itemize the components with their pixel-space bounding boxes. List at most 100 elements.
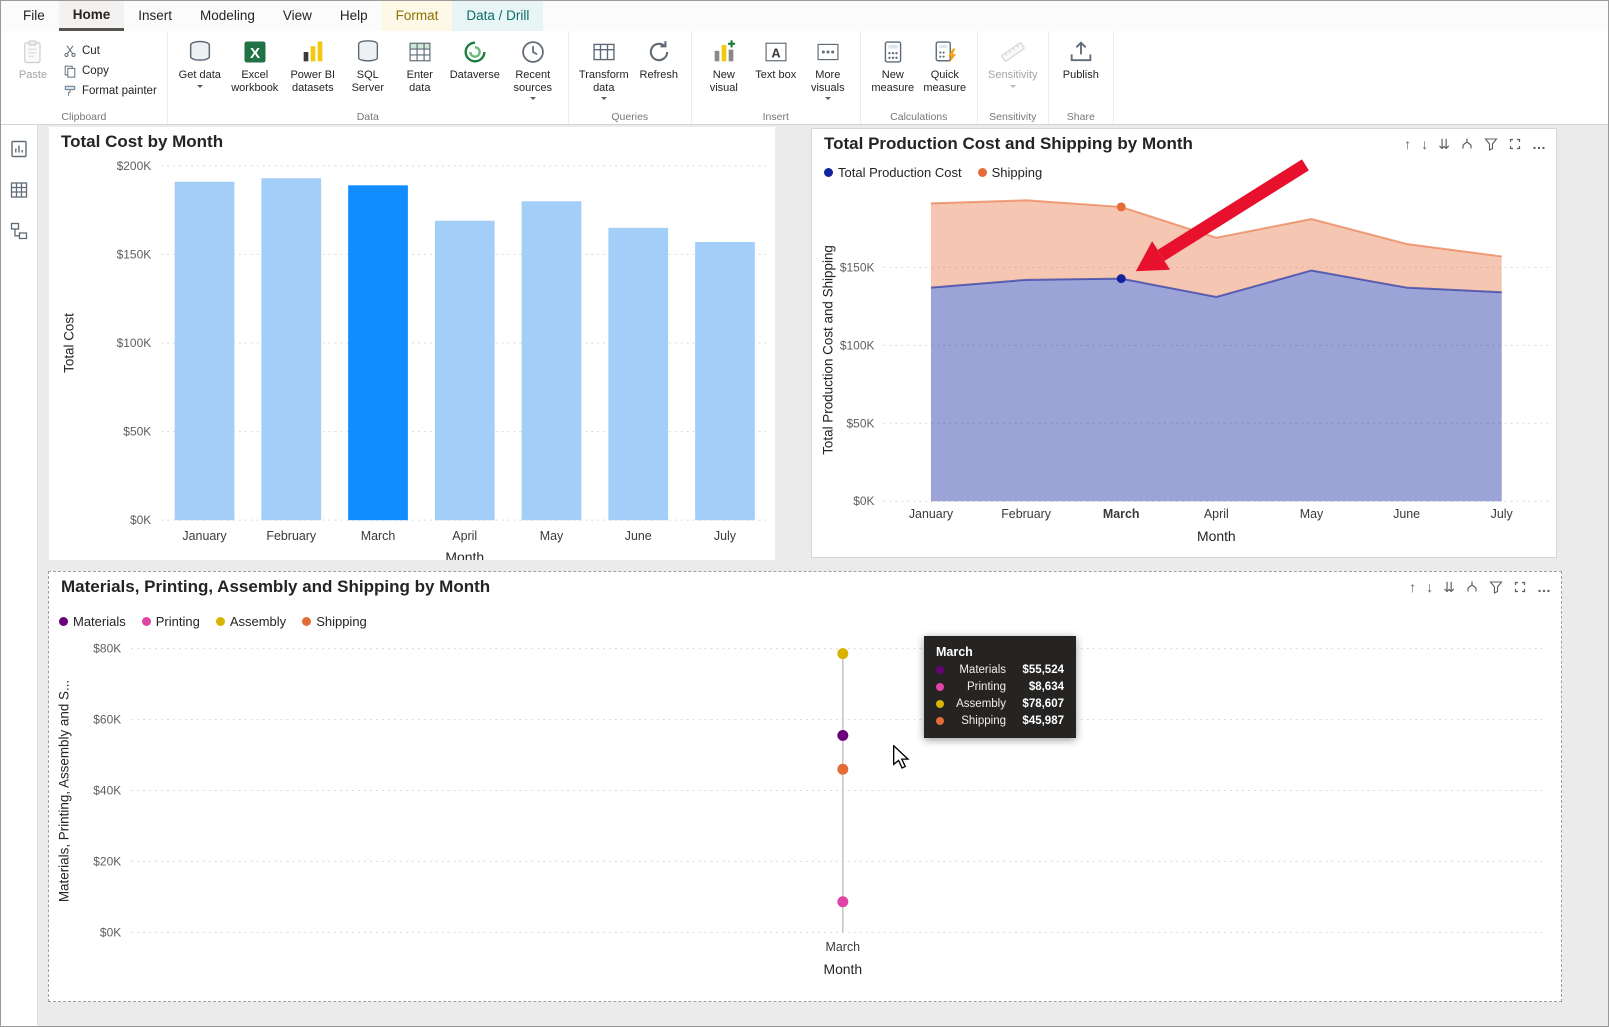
tab-insert[interactable]: Insert [138,8,173,23]
bar-chart-icon [299,38,327,66]
more-visuals-icon [814,38,842,66]
insert-group-label: Insert [762,111,789,123]
model-view-icon[interactable] [9,221,29,241]
mouse-cursor [892,745,910,769]
expand-all-down-icon[interactable] [1460,136,1474,151]
chart-title: Total Production Cost and Shipping by Mo… [824,134,1193,153]
ribbon-group-insert: New visual A Text box More visuals Inser… [692,31,861,124]
more-options-icon[interactable]: … [1532,135,1546,152]
dot-chart[interactable]: $0K $20K $40K $60K $80K March Month Materials, … [49,572,1561,1001]
tab-home[interactable]: Home [58,1,125,31]
tab-format[interactable]: Format [381,1,453,31]
svg-text:July: July [1491,507,1514,521]
tooltip-row: Shipping $45,987 [936,715,1064,727]
legend-item[interactable]: Shipping [977,165,1042,180]
chevron-down-icon [824,97,831,103]
go-to-next-level-icon[interactable]: ⇊ [1443,578,1455,595]
transform-table-icon [590,38,618,66]
quick-measure-button[interactable]: Quick measure [920,35,970,97]
cut-button[interactable]: Cut [60,43,160,59]
publish-button[interactable]: Publish [1056,35,1106,85]
new-visual-button[interactable]: New visual [699,35,749,97]
format-painter-button[interactable]: Format painter [60,83,160,99]
chevron-down-icon [196,84,203,91]
visual-total-cost-by-month[interactable]: Total Cost by Month $0K $50K $100K $150K $20… [48,126,776,561]
more-options-icon[interactable]: … [1537,578,1551,595]
drill-up-icon[interactable]: ↑ [1404,135,1412,152]
dataverse-button[interactable]: Dataverse [447,35,503,85]
data-group-label: Data [356,111,379,123]
paste-button[interactable]: Paste [8,35,58,85]
drill-up-icon[interactable]: ↑ [1409,578,1417,595]
svg-text:$200K: $200K [117,159,152,173]
report-canvas[interactable]: Total Cost by Month $0K $50K $100K $150K $20… [38,125,1608,1026]
enter-data-button[interactable]: Enter data [395,35,445,97]
recent-sources-button[interactable]: Recent sources [505,35,561,106]
publish-icon [1067,38,1095,66]
calculations-group-label: Calculations [890,111,948,123]
filters-icon[interactable] [1489,579,1503,594]
tab-view[interactable]: View [282,8,312,23]
legend-item[interactable]: Materials [59,614,126,629]
new-measure-button[interactable]: New measure [868,35,918,97]
ribbon-tabs: File Home Insert Modeling View Help Form… [1,1,1608,31]
tab-modeling[interactable]: Modeling [200,8,255,23]
svg-text:$100K: $100K [840,338,875,352]
sensitivity-button[interactable]: Sensitivity [985,35,1041,94]
get-data-button[interactable]: Get data [175,35,225,94]
filters-icon[interactable] [1484,136,1498,151]
copy-button[interactable]: Copy [60,63,160,79]
legend-item[interactable]: Assembly [215,614,286,629]
sql-server-button[interactable]: SQL Server [343,35,393,97]
focus-mode-icon[interactable] [1513,579,1527,594]
area-chart[interactable]: $0K $50K $100K $150K January February March Apr… [812,129,1556,557]
svg-text:March: March [1103,507,1140,521]
svg-text:$50K: $50K [123,425,151,439]
svg-text:April: April [1204,507,1229,521]
svg-text:$0K: $0K [100,925,121,939]
power-bi-datasets-button[interactable]: Power BI datasets [285,35,341,97]
go-to-next-level-icon[interactable]: ⇊ [1438,135,1450,152]
format-painter-icon [63,84,77,98]
series-dot [936,666,944,674]
svg-text:$100K: $100K [117,336,152,350]
visual-header: ↑ ↓ ⇊ … [1404,136,1546,151]
focus-mode-icon[interactable] [1508,136,1522,151]
clipboard-group-label: Clipboard [61,111,107,123]
svg-text:$20K: $20K [93,854,121,868]
expand-all-down-icon[interactable] [1465,579,1479,594]
data-view-icon[interactable] [9,180,29,200]
excel-workbook-button[interactable]: X Excel workbook [227,35,283,97]
svg-text:June: June [1393,507,1420,521]
legend-dot [59,617,68,626]
svg-text:March: March [361,529,396,543]
more-visuals-button[interactable]: More visuals [803,35,853,106]
tab-file[interactable]: File [23,8,45,23]
series-dot [936,683,944,691]
svg-text:March: March [826,940,861,954]
tab-data-drill[interactable]: Data / Drill [452,1,544,31]
svg-text:A: A [771,45,780,60]
svg-text:February: February [1001,507,1052,521]
tab-help[interactable]: Help [339,8,368,23]
tooltip-title: March [936,645,973,659]
excel-icon: X [241,38,269,66]
text-box-button[interactable]: A Text box [751,35,801,85]
legend-item[interactable]: Total Production Cost [824,165,962,180]
refresh-button[interactable]: Refresh [634,35,684,85]
visual-materials-printing-assembly-shipping[interactable]: Materials, Printing, Assembly and Shippi… [48,571,1562,1002]
queries-group-label: Queries [611,111,649,123]
transform-data-button[interactable]: Transform data [576,35,632,106]
visual-production-cost-and-shipping[interactable]: Total Production Cost and Shipping by Mo… [811,128,1557,558]
drill-down-icon[interactable]: ↓ [1426,578,1434,595]
legend-item[interactable]: Printing [141,614,200,629]
legend-item[interactable]: Shipping [302,614,367,629]
drill-down-icon[interactable]: ↓ [1421,135,1429,152]
svg-text:May: May [1300,507,1324,521]
report-view-icon[interactable] [9,139,29,159]
legend-dot [977,168,987,177]
bar-chart[interactable]: $0K $50K $100K $150K $200K January February Mar… [49,127,775,560]
chart-tooltip: March Materials $55,524 Printing $8,634 … [924,636,1076,738]
svg-text:Month: Month [1197,528,1236,544]
svg-text:Month: Month [823,961,862,977]
